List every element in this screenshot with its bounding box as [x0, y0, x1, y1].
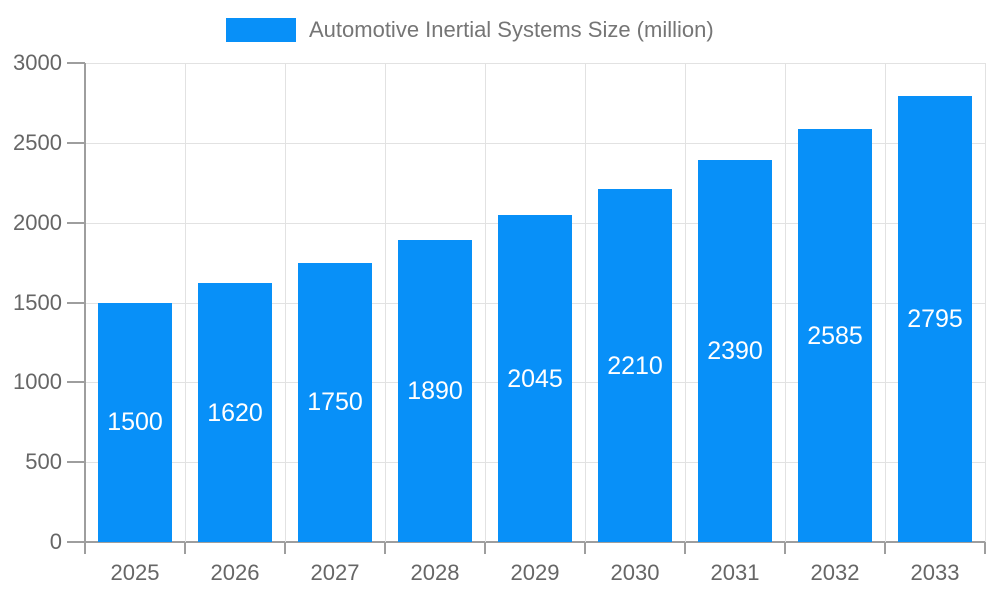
x-axis-label: 2025 — [110, 560, 160, 585]
x-axis-tick — [384, 542, 386, 554]
y-gridline — [85, 143, 985, 144]
y-axis-tick — [67, 62, 85, 64]
y-gridline — [85, 63, 985, 64]
bar-value-label: 2585 — [807, 321, 863, 350]
y-axis-label: 1500 — [13, 289, 62, 315]
bar-2031[interactable]: 2390 — [698, 160, 772, 542]
bar-2028[interactable]: 1890 — [398, 240, 472, 542]
bar-2030[interactable]: 2210 — [598, 189, 672, 542]
x-gridline — [885, 63, 886, 542]
x-axis-label: 2026 — [210, 560, 260, 585]
bar-2026[interactable]: 1620 — [198, 283, 272, 542]
x-axis-tick — [984, 542, 986, 554]
legend-label: Automotive Inertial Systems Size (millio… — [309, 17, 714, 42]
x-axis-label: 2032 — [810, 560, 860, 585]
x-axis-line — [85, 541, 985, 543]
x-axis-tick — [584, 542, 586, 554]
y-axis-tick — [67, 461, 85, 464]
bar-value-label: 1620 — [207, 398, 263, 427]
x-axis-tick — [684, 542, 686, 554]
x-axis-label: 2029 — [510, 560, 560, 585]
y-axis-label: 0 — [49, 529, 62, 554]
x-axis-tick — [884, 542, 886, 554]
y-axis-line — [84, 63, 86, 542]
bar-value-label: 1890 — [407, 377, 463, 406]
bar-2027[interactable]: 1750 — [298, 262, 372, 542]
x-axis-tick — [284, 542, 286, 554]
x-gridline — [385, 63, 386, 542]
x-gridline — [585, 63, 586, 542]
bar-2033[interactable]: 2795 — [898, 95, 972, 542]
bar-value-label: 2210 — [607, 351, 663, 380]
y-axis-label: 500 — [25, 449, 62, 475]
y-axis-tick — [67, 541, 85, 543]
y-axis-label: 3000 — [13, 50, 62, 75]
x-gridline — [185, 63, 186, 542]
x-axis-tick — [184, 542, 186, 554]
x-gridline — [285, 63, 286, 542]
bar-value-label: 1750 — [307, 388, 363, 417]
x-axis-label: 2031 — [710, 560, 760, 585]
y-axis-label: 2000 — [13, 209, 62, 235]
x-axis-tick — [84, 542, 86, 554]
x-axis-tick — [484, 542, 486, 554]
bar-value-label: 2795 — [907, 304, 963, 333]
bar-value-label: 2045 — [507, 364, 563, 393]
x-axis-label: 2028 — [410, 560, 460, 585]
y-axis-tick — [67, 141, 85, 144]
bar-2029[interactable]: 2045 — [498, 215, 572, 542]
bar-2032[interactable]: 2585 — [798, 129, 872, 542]
legend-swatch-icon — [226, 18, 296, 42]
x-axis-label: 2030 — [610, 560, 660, 585]
y-axis-label: 2500 — [13, 129, 62, 155]
x-axis-label: 2027 — [310, 560, 360, 585]
x-gridline — [985, 63, 986, 542]
bar-value-label: 1500 — [107, 408, 163, 437]
x-gridline — [785, 63, 786, 542]
x-axis-label: 2033 — [910, 560, 960, 585]
y-axis-label: 1000 — [13, 369, 62, 395]
legend-item[interactable]: Automotive Inertial Systems Size (millio… — [226, 17, 714, 43]
y-axis-tick — [67, 301, 85, 304]
y-axis-tick — [67, 381, 85, 384]
x-gridline — [685, 63, 686, 542]
bar-value-label: 2390 — [707, 337, 763, 366]
y-axis-tick — [67, 221, 85, 224]
x-gridline — [485, 63, 486, 542]
x-axis-tick — [784, 542, 786, 554]
bar-2025[interactable]: 1500 — [98, 302, 172, 542]
